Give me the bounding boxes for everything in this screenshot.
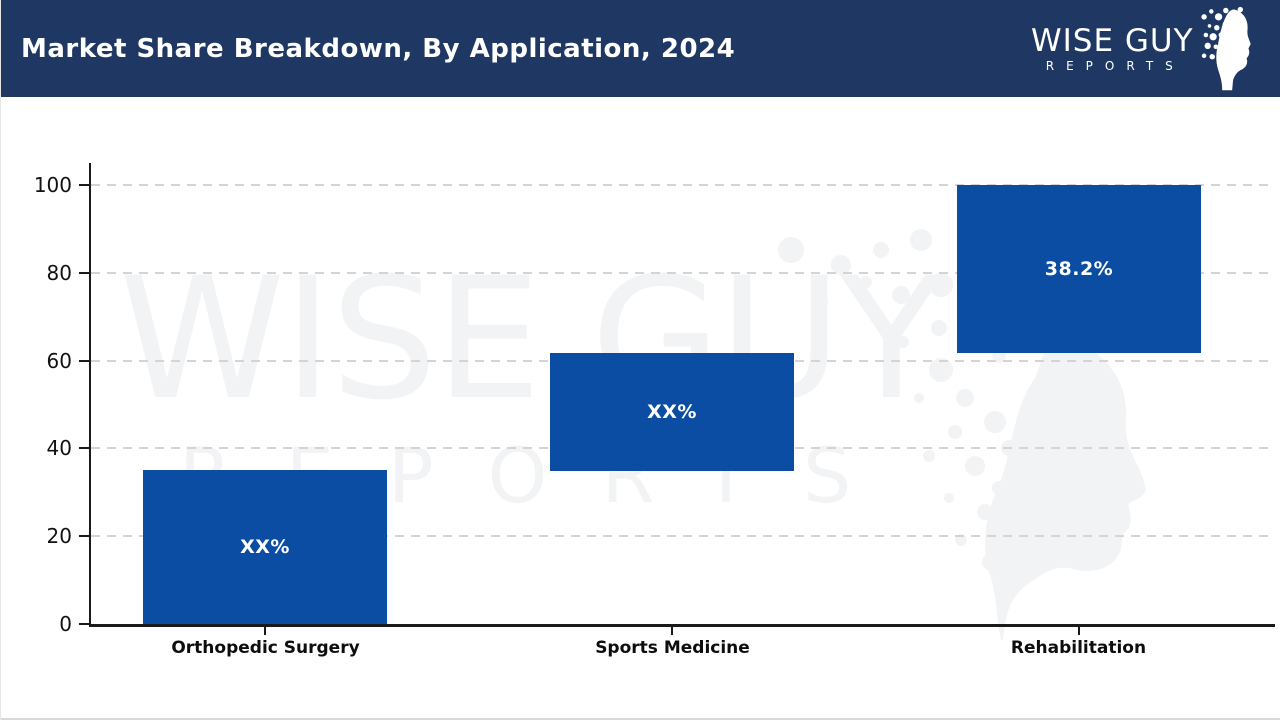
x-tick (671, 627, 673, 635)
y-tick (79, 623, 89, 625)
bar-value-label: XX% (240, 536, 290, 558)
header-bar: Market Share Breakdown, By Application, … (1, 0, 1280, 97)
y-tick (79, 184, 89, 186)
chart-title: Market Share Breakdown, By Application, … (21, 33, 736, 64)
y-tick (79, 359, 89, 362)
logo-reports-text: REPORTS (1045, 59, 1185, 74)
y-tick-label: 0 (59, 612, 72, 636)
y-tick (79, 447, 89, 450)
x-axis-line (89, 624, 1275, 627)
x-tick (1078, 627, 1080, 635)
logo-text: WISE GUY REPORTS (1031, 25, 1194, 74)
category-label: Orthopedic Surgery (171, 638, 360, 658)
y-axis-line (89, 163, 91, 627)
y-tick (79, 535, 89, 538)
y-tick-label: 100 (33, 173, 72, 197)
y-tick (79, 271, 89, 274)
gridline-100 (91, 184, 1275, 186)
logo-face-icon (1200, 6, 1251, 91)
y-tick-label: 80 (46, 260, 72, 285)
bar-segment: XX% (143, 470, 387, 624)
gridline-80 (91, 271, 1275, 274)
category-label: Rehabilitation (1010, 638, 1147, 658)
bar-value-label: XX% (647, 401, 697, 423)
y-tick-label: 60 (46, 348, 72, 373)
bar-segment: 38.2% (957, 185, 1201, 353)
category-label: Sports Medicine (595, 638, 750, 658)
logo-brand-text: WISE GUY (1031, 22, 1194, 59)
y-tick-label: 20 (46, 524, 72, 549)
wise-guy-logo: WISE GUY REPORTS (1031, 6, 1269, 92)
bar-segment: XX% (550, 353, 794, 471)
bottom-border (1, 718, 1280, 720)
x-tick (264, 627, 266, 635)
bar-value-label: 38.2% (1044, 258, 1114, 280)
gridline-20 (91, 535, 1275, 538)
y-tick-label: 40 (46, 436, 72, 461)
